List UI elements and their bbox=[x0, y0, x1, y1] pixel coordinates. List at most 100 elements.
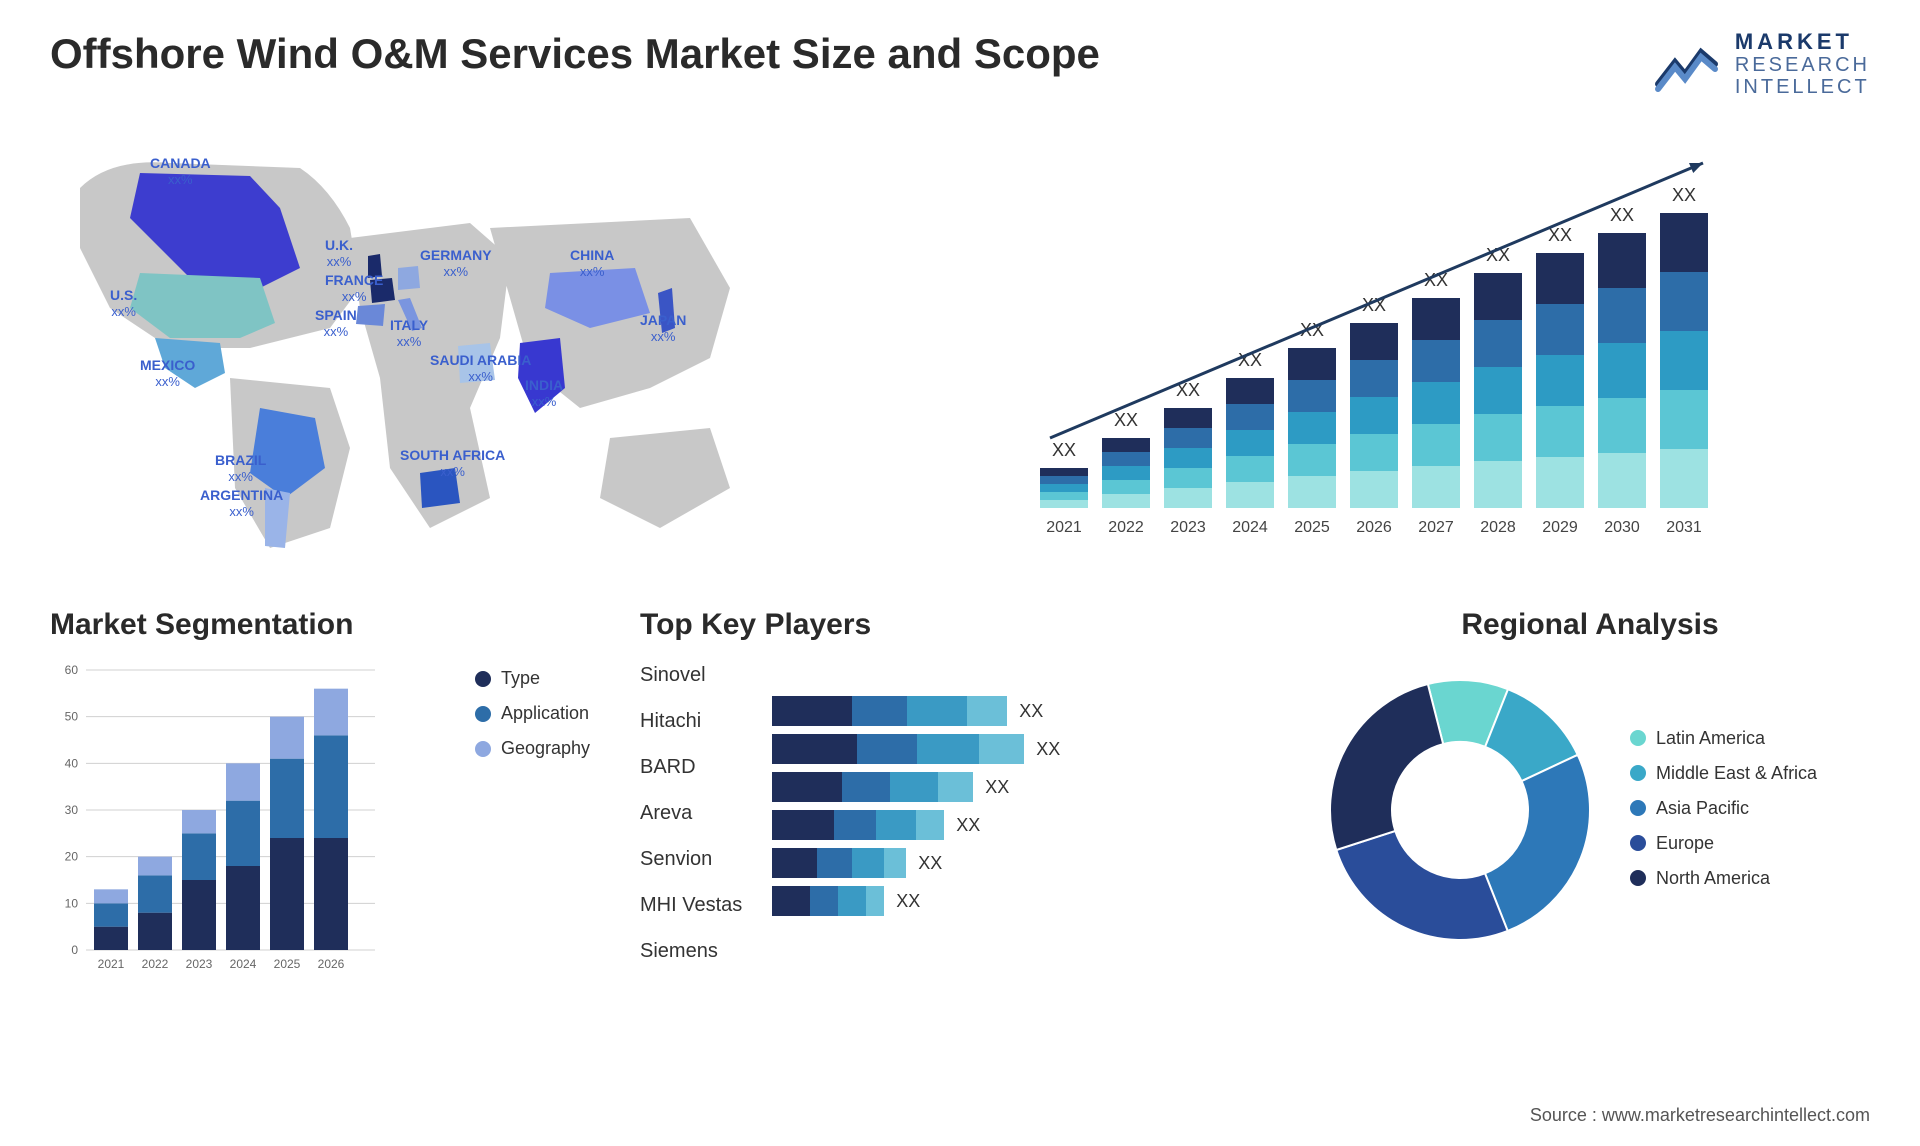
svg-text:50: 50 bbox=[65, 710, 79, 724]
logo-icon bbox=[1653, 34, 1723, 94]
svg-text:10: 10 bbox=[65, 897, 79, 911]
legend-label: Europe bbox=[1656, 833, 1714, 854]
segmentation-title: Market Segmentation bbox=[50, 608, 457, 642]
player-name: Areva bbox=[640, 802, 742, 838]
players-bars: XX XX XX XX XX XX bbox=[772, 660, 1260, 976]
player-bar-row: XX bbox=[772, 772, 1260, 802]
map-label: U.K.xx% bbox=[325, 238, 353, 269]
svg-text:XX: XX bbox=[1672, 185, 1696, 205]
svg-text:XX: XX bbox=[1114, 410, 1138, 430]
player-bar-segment bbox=[838, 886, 866, 916]
svg-text:2025: 2025 bbox=[274, 957, 301, 971]
regional-donut bbox=[1310, 660, 1610, 960]
player-bar-segment bbox=[772, 734, 857, 764]
player-bar-segment bbox=[917, 734, 979, 764]
map-label: U.S.xx% bbox=[110, 288, 137, 319]
svg-text:2025: 2025 bbox=[1294, 519, 1330, 536]
map-label: GERMANYxx% bbox=[420, 248, 492, 279]
player-name: Hitachi bbox=[640, 710, 742, 746]
legend-item: Geography bbox=[475, 738, 590, 759]
svg-text:60: 60 bbox=[65, 663, 79, 677]
map-label: SAUDI ARABIAxx% bbox=[430, 353, 531, 384]
svg-text:40: 40 bbox=[65, 757, 79, 771]
player-bar-segment bbox=[842, 772, 890, 802]
svg-text:2021: 2021 bbox=[98, 957, 125, 971]
player-bar bbox=[772, 696, 1007, 726]
svg-text:2022: 2022 bbox=[142, 957, 169, 971]
player-bar-segment bbox=[866, 886, 884, 916]
source-attribution: Source : www.marketresearchintellect.com bbox=[1530, 1105, 1870, 1126]
player-name: BARD bbox=[640, 756, 742, 792]
legend-label: Application bbox=[501, 703, 589, 724]
player-bar-segment bbox=[772, 886, 810, 916]
map-label: INDIAxx% bbox=[525, 378, 563, 409]
player-bar-segment bbox=[979, 734, 1024, 764]
svg-text:2021: 2021 bbox=[1046, 519, 1082, 536]
player-bar-segment bbox=[772, 848, 817, 878]
segmentation-chart: 0102030405060202120222023202420252026 bbox=[50, 660, 380, 980]
legend-item: Asia Pacific bbox=[1630, 798, 1870, 819]
legend-label: Middle East & Africa bbox=[1656, 763, 1817, 784]
player-bar bbox=[772, 848, 906, 878]
map-label: CANADAxx% bbox=[150, 156, 211, 187]
logo-line2: RESEARCH bbox=[1735, 54, 1870, 76]
svg-text:2030: 2030 bbox=[1604, 519, 1640, 536]
player-bar-row: XX bbox=[772, 810, 1260, 840]
player-bar-segment bbox=[772, 696, 852, 726]
legend-swatch bbox=[1630, 730, 1646, 746]
player-bar-segment bbox=[967, 696, 1007, 726]
svg-text:2026: 2026 bbox=[1356, 519, 1392, 536]
svg-text:2026: 2026 bbox=[318, 957, 345, 971]
player-name: Senvion bbox=[640, 848, 742, 884]
svg-text:0: 0 bbox=[71, 943, 78, 957]
legend-item: Middle East & Africa bbox=[1630, 763, 1870, 784]
player-bar-value: XX bbox=[918, 853, 942, 874]
player-bar bbox=[772, 734, 1024, 764]
regional-title: Regional Analysis bbox=[1310, 608, 1870, 642]
logo-line1: MARKET bbox=[1735, 30, 1870, 54]
player-bar-segment bbox=[884, 848, 906, 878]
map-label: SPAINxx% bbox=[315, 308, 357, 339]
map-label: ITALYxx% bbox=[390, 318, 428, 349]
player-bar bbox=[772, 886, 884, 916]
svg-text:2028: 2028 bbox=[1480, 519, 1516, 536]
svg-text:30: 30 bbox=[65, 803, 79, 817]
svg-text:XX: XX bbox=[1052, 440, 1076, 460]
players-title: Top Key Players bbox=[640, 608, 1260, 642]
player-bar bbox=[772, 810, 944, 840]
map-label: CHINAxx% bbox=[570, 248, 614, 279]
legend-swatch bbox=[1630, 835, 1646, 851]
map-label: SOUTH AFRICAxx% bbox=[400, 448, 505, 479]
legend-swatch bbox=[1630, 765, 1646, 781]
players-panel: Top Key Players SinovelHitachiBARDArevaS… bbox=[640, 608, 1260, 1028]
player-bar-segment bbox=[938, 772, 973, 802]
player-bar-row: XX bbox=[772, 848, 1260, 878]
legend-label: Latin America bbox=[1656, 728, 1765, 749]
legend-label: North America bbox=[1656, 868, 1770, 889]
svg-text:2031: 2031 bbox=[1666, 519, 1702, 536]
map-label: JAPANxx% bbox=[640, 313, 686, 344]
player-name: Siemens bbox=[640, 940, 742, 976]
player-bar-segment bbox=[817, 848, 852, 878]
map-label: BRAZILxx% bbox=[215, 453, 266, 484]
svg-text:2023: 2023 bbox=[1170, 519, 1206, 536]
player-bar-value: XX bbox=[1019, 701, 1043, 722]
player-bar-segment bbox=[810, 886, 838, 916]
player-bar-row: XX bbox=[772, 734, 1260, 764]
player-bar-segment bbox=[916, 810, 944, 840]
map-label: MEXICOxx% bbox=[140, 358, 195, 389]
player-bar-segment bbox=[772, 810, 834, 840]
legend-swatch bbox=[475, 741, 491, 757]
player-name: MHI Vestas bbox=[640, 894, 742, 930]
svg-text:2024: 2024 bbox=[230, 957, 257, 971]
segmentation-panel: Market Segmentation 01020304050602021202… bbox=[50, 608, 590, 1028]
player-bar-segment bbox=[852, 848, 884, 878]
growth-chart-panel: XX2021XX2022XX2023XX2024XX2025XX2026XX20… bbox=[1000, 128, 1870, 558]
logo-line3: INTELLECT bbox=[1735, 76, 1870, 98]
regional-panel: Regional Analysis Latin America Middle Ea… bbox=[1310, 608, 1870, 1028]
svg-text:2027: 2027 bbox=[1418, 519, 1454, 536]
svg-text:2029: 2029 bbox=[1542, 519, 1578, 536]
player-bar-value: XX bbox=[896, 891, 920, 912]
regional-legend: Latin America Middle East & Africa Asia Pa… bbox=[1610, 718, 1870, 903]
legend-label: Geography bbox=[501, 738, 590, 759]
